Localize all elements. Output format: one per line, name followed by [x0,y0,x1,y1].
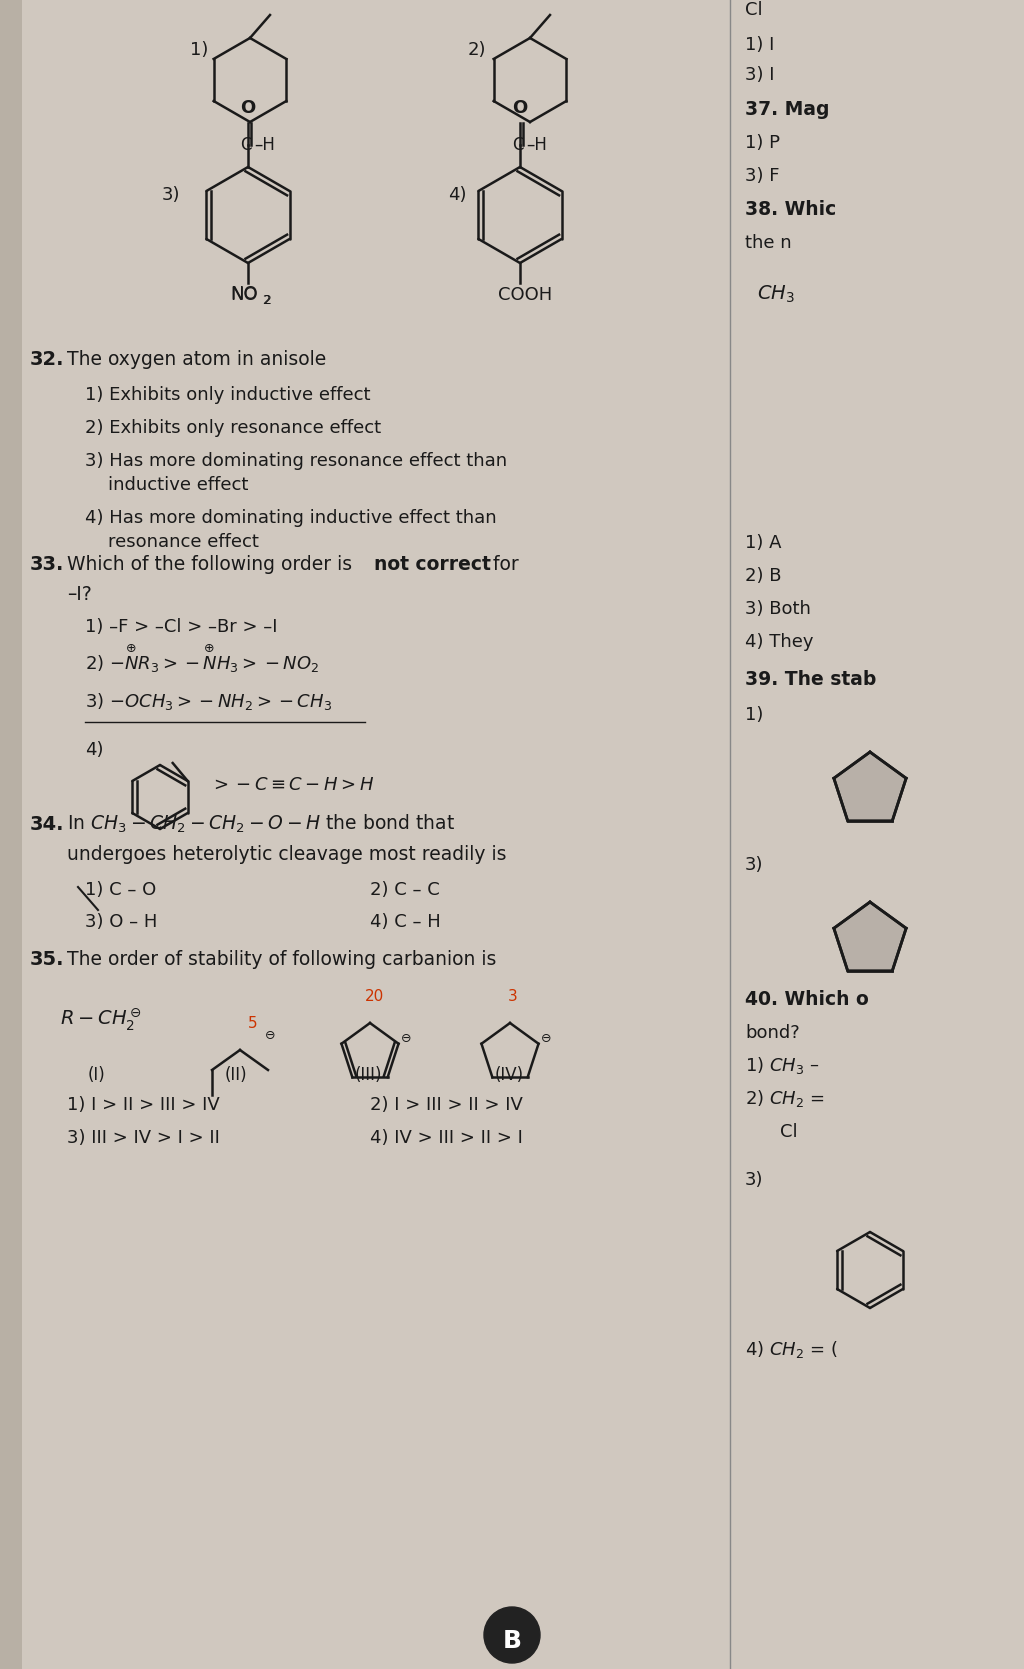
Text: 4) IV > III > II > I: 4) IV > III > II > I [370,1128,523,1147]
Text: 1) P: 1) P [745,134,780,152]
Text: 2) C – C: 2) C – C [370,881,439,900]
FancyBboxPatch shape [0,0,22,1669]
Text: 5: 5 [248,1016,258,1031]
Text: The oxygen atom in anisole: The oxygen atom in anisole [67,350,327,369]
Text: 34.: 34. [30,814,65,834]
Text: NO: NO [230,285,258,304]
Text: (IV): (IV) [495,1066,524,1083]
Text: –H: –H [254,135,274,154]
Text: 2) $-\overset{\oplus}{N}R_3 > -\overset{\oplus}{N}H_3 > -NO_2$: 2) $-\overset{\oplus}{N}R_3 > -\overset{… [85,643,319,674]
Text: 20: 20 [365,990,384,1005]
Text: 2) B: 2) B [745,567,781,586]
Text: 32.: 32. [30,350,65,369]
Text: In $CH_3-CH_2-CH_2-O-H$ the bond that: In $CH_3-CH_2-CH_2-O-H$ the bond that [67,813,455,834]
Text: 1) Exhibits only inductive effect: 1) Exhibits only inductive effect [85,386,371,404]
Text: $> -C\equiv C-H>H$: $> -C\equiv C-H>H$ [210,776,374,794]
Text: 1) I > II > III > IV: 1) I > II > III > IV [67,1097,220,1113]
Text: 37. Mag: 37. Mag [745,100,829,118]
Text: C: C [512,135,523,154]
Text: 3) I: 3) I [745,67,774,83]
Text: 1) A: 1) A [745,534,781,552]
Text: O: O [512,98,527,117]
Text: 3: 3 [508,990,518,1005]
Polygon shape [834,753,906,821]
Text: bond?: bond? [745,1025,800,1041]
Text: (III): (III) [355,1066,383,1083]
Text: 3) $-OCH_3 > -NH_2 > -CH_3$: 3) $-OCH_3 > -NH_2 > -CH_3$ [85,691,332,713]
Text: 4): 4) [449,185,467,204]
Text: –I?: –I? [67,586,92,604]
Text: C: C [240,135,252,154]
Text: 2) Exhibits only resonance effect: 2) Exhibits only resonance effect [85,419,381,437]
Text: B: B [503,1629,521,1652]
Text: 3): 3) [745,1172,764,1188]
Text: 1): 1) [190,42,208,58]
Text: COOH: COOH [498,285,552,304]
Text: Cl: Cl [745,2,763,18]
Text: 1) C – O: 1) C – O [85,881,157,900]
Text: (II): (II) [225,1066,248,1083]
Text: 4) C – H: 4) C – H [370,913,440,931]
Text: 4) They: 4) They [745,633,813,651]
Text: Which of the following order is: Which of the following order is [67,556,358,574]
Text: 4): 4) [85,741,103,759]
Text: 2) I > III > II > IV: 2) I > III > II > IV [370,1097,523,1113]
Polygon shape [834,901,906,971]
Text: $^\ominus$: $^\ominus$ [538,1035,552,1051]
Text: undergoes heterolytic cleavage most readily is: undergoes heterolytic cleavage most read… [67,845,507,865]
Text: 1) $CH_3$ –: 1) $CH_3$ – [745,1055,819,1077]
Text: 33.: 33. [30,556,65,574]
Text: 3) Has more dominating resonance effect than: 3) Has more dominating resonance effect … [85,452,507,471]
Text: (I): (I) [88,1066,105,1083]
Text: Cl: Cl [780,1123,798,1142]
Text: resonance effect: resonance effect [108,532,259,551]
Text: 2: 2 [263,294,271,307]
Text: $CH_3$: $CH_3$ [757,284,795,305]
Text: $^\ominus$: $^\ominus$ [398,1035,412,1051]
Text: for: for [487,556,519,574]
Text: $R-CH_2^\ominus$: $R-CH_2^\ominus$ [60,1006,142,1033]
Text: 3) Both: 3) Both [745,599,811,618]
Text: 2) $CH_2$ =: 2) $CH_2$ = [745,1088,824,1108]
Text: not correct: not correct [374,556,490,574]
Circle shape [484,1607,540,1662]
Text: 3) O – H: 3) O – H [85,913,158,931]
Text: 4) Has more dominating inductive effect than: 4) Has more dominating inductive effect … [85,509,497,527]
Text: inductive effect: inductive effect [108,476,249,494]
Text: 35.: 35. [30,950,65,970]
Text: 3) III > IV > I > II: 3) III > IV > I > II [67,1128,220,1147]
Text: 1) I: 1) I [745,37,774,53]
Text: The order of stability of following carbanion is: The order of stability of following carb… [67,950,497,970]
Text: 39. The stab: 39. The stab [745,669,877,689]
Text: 40. Which o: 40. Which o [745,990,868,1010]
Text: 3): 3) [745,856,764,875]
Text: –H: –H [526,135,547,154]
Text: 3) F: 3) F [745,167,779,185]
Text: O: O [240,98,255,117]
Text: $^\ominus$: $^\ominus$ [262,1031,276,1050]
Text: 4) $CH_2$ = (: 4) $CH_2$ = ( [745,1339,838,1360]
Text: 2: 2 [262,294,270,307]
Text: NO: NO [230,285,258,304]
Text: the n: the n [745,234,792,252]
Text: 2): 2) [468,42,486,58]
Text: 1): 1) [745,706,763,724]
Text: 3): 3) [162,185,180,204]
Text: 38. Whic: 38. Whic [745,200,837,219]
Text: 1) –F > –Cl > –Br > –I: 1) –F > –Cl > –Br > –I [85,618,278,636]
